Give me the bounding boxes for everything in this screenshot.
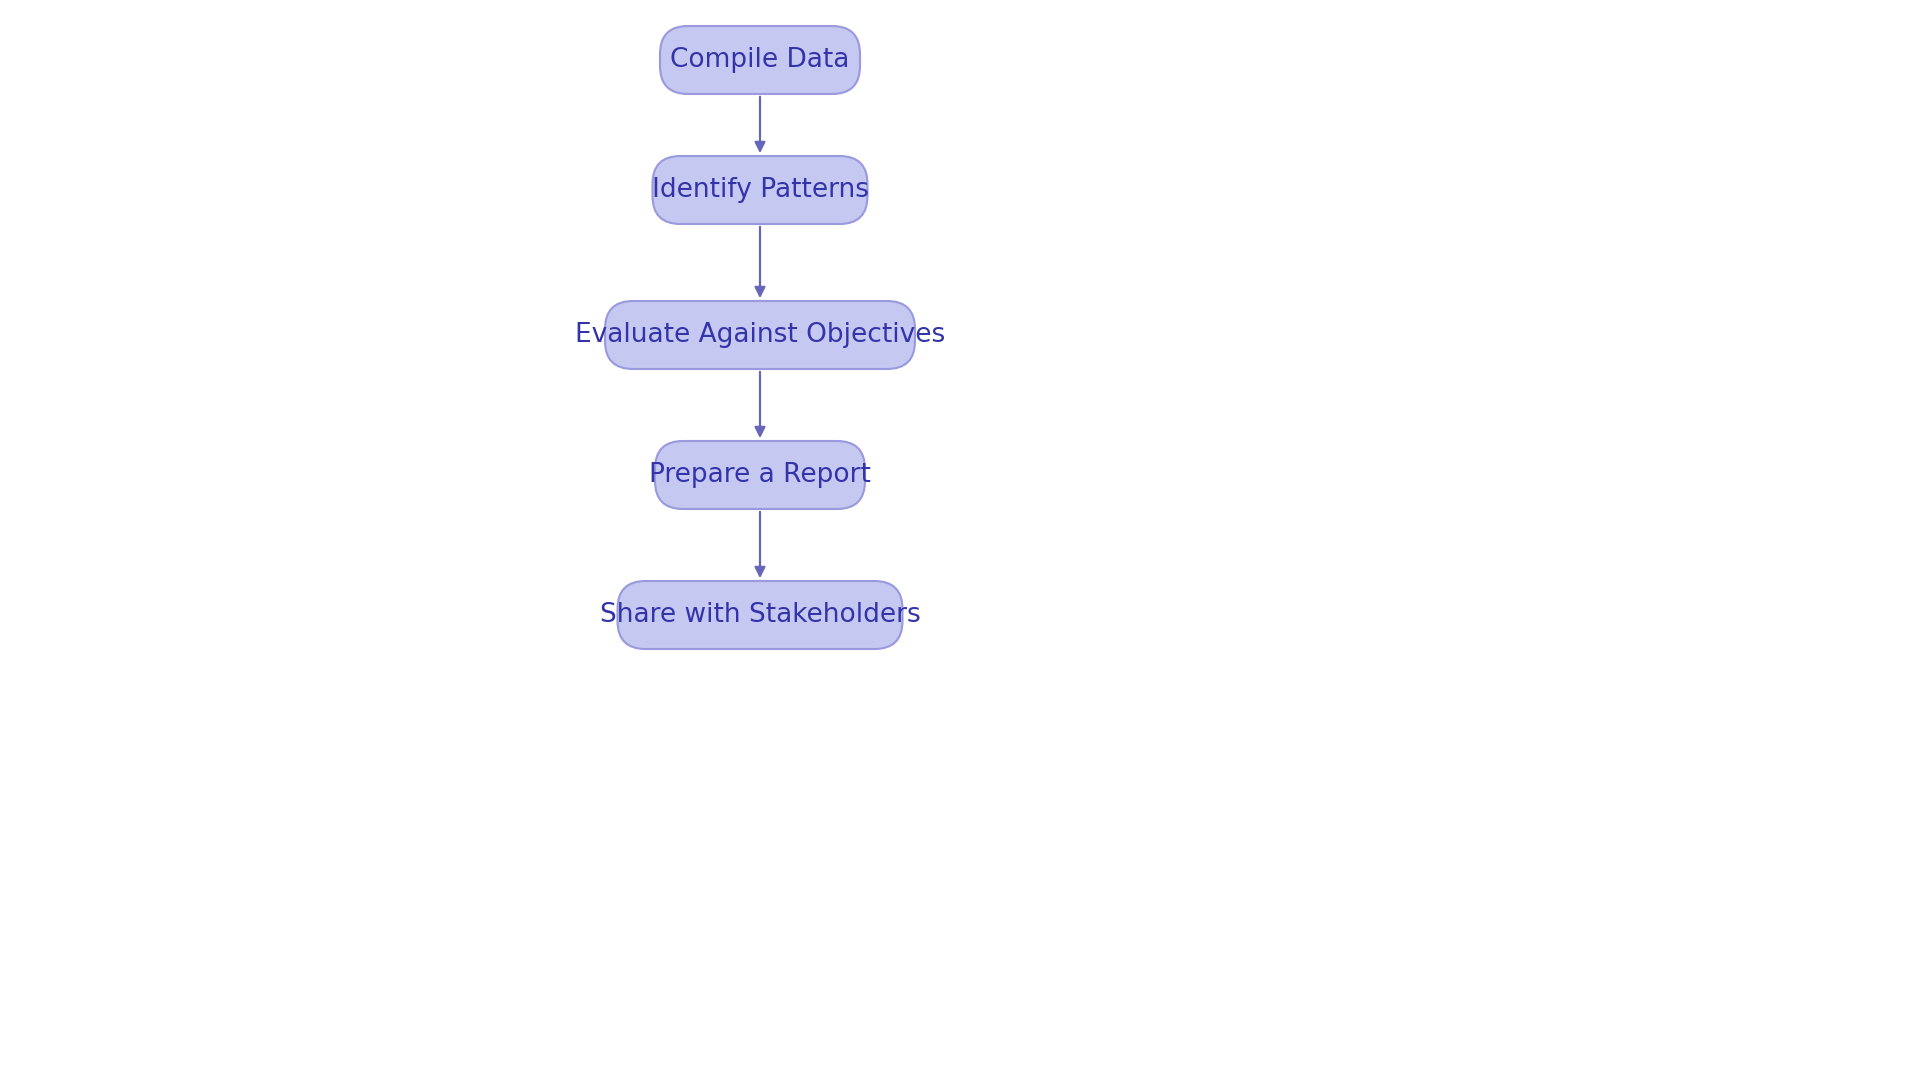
Text: Compile Data: Compile Data xyxy=(670,47,851,73)
FancyBboxPatch shape xyxy=(660,26,860,94)
FancyBboxPatch shape xyxy=(653,156,868,224)
FancyBboxPatch shape xyxy=(655,441,866,509)
FancyBboxPatch shape xyxy=(618,580,902,649)
Text: Share with Stakeholders: Share with Stakeholders xyxy=(599,602,920,628)
FancyBboxPatch shape xyxy=(605,301,916,369)
Text: Evaluate Against Objectives: Evaluate Against Objectives xyxy=(574,322,945,348)
Text: Identify Patterns: Identify Patterns xyxy=(651,177,868,203)
Text: Prepare a Report: Prepare a Report xyxy=(649,462,872,488)
